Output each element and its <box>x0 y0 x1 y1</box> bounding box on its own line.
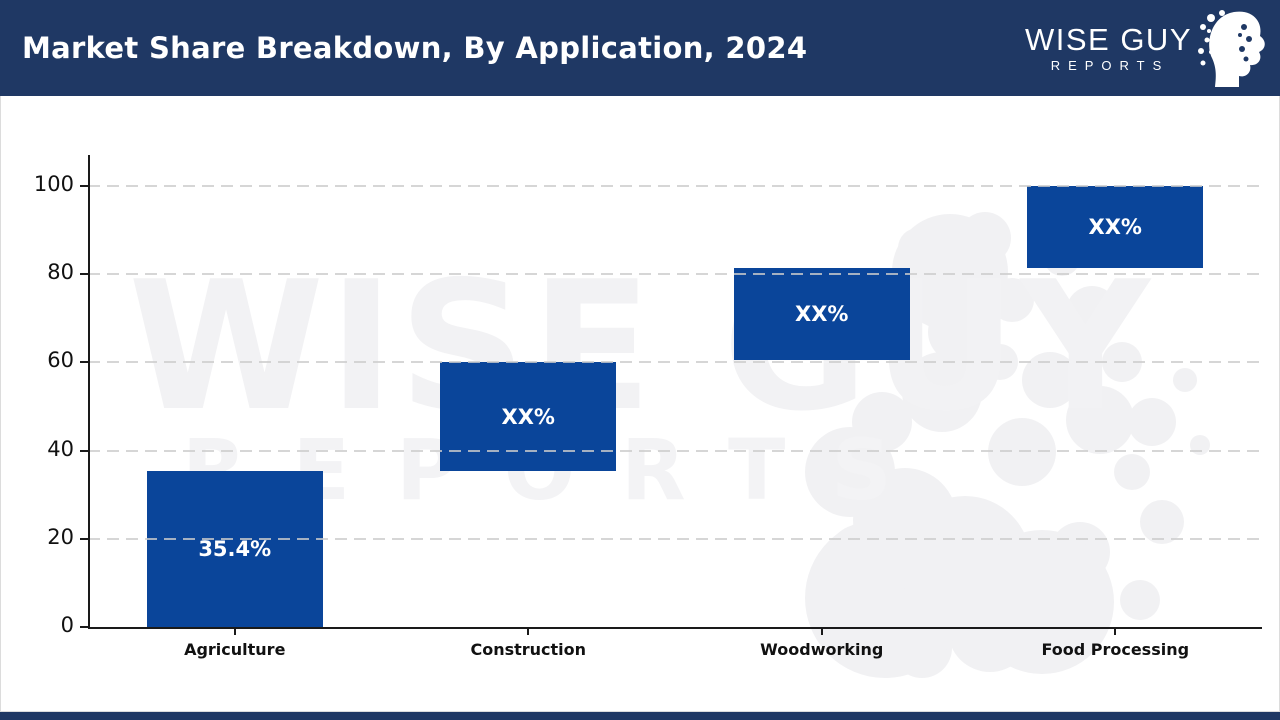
brand-face-icon <box>1198 10 1265 87</box>
y-axis-tick-100 <box>80 185 88 187</box>
y-axis-tick-0 <box>80 626 88 628</box>
gridline-100 <box>88 185 1262 187</box>
y-axis-tick-label-60: 60 <box>47 348 74 373</box>
bar-value-label-agriculture: 35.4% <box>198 536 272 561</box>
y-axis-tick-label-20: 20 <box>47 524 74 549</box>
y-axis-tick-label-40: 40 <box>47 436 74 461</box>
y-axis-tick-20 <box>80 537 88 540</box>
x-axis-tick-agriculture <box>233 627 236 635</box>
brand-logo-text: WISE GUY REPORTS <box>1025 24 1192 73</box>
y-axis-line <box>88 155 90 629</box>
x-axis-tick-woodworking <box>820 627 823 635</box>
y-axis-tick-80 <box>80 273 88 276</box>
bar-construction: XX% <box>440 362 617 471</box>
gridline-60 <box>88 361 1262 364</box>
category-label-agriculture: Agriculture <box>184 640 286 659</box>
gridline-40 <box>88 449 1262 452</box>
y-axis-tick-60 <box>80 361 88 364</box>
category-label-construction: Construction <box>470 640 587 659</box>
x-axis-tick-food-processing <box>1114 627 1117 635</box>
bar-food-processing: XX% <box>1027 186 1204 268</box>
brand-logo: WISE GUY REPORTS <box>1025 7 1280 89</box>
brand-logo-name: WISE GUY <box>1024 21 1192 57</box>
gridline-20 <box>88 537 1262 540</box>
x-axis-line <box>88 627 1262 629</box>
y-axis-tick-40 <box>80 449 88 452</box>
bar-agriculture: 35.4% <box>146 470 323 627</box>
header-bar: Market Share Breakdown, By Application, … <box>0 0 1280 96</box>
category-label-food-processing: Food Processing <box>1041 640 1190 659</box>
category-label-woodworking: Woodworking <box>760 640 884 659</box>
y-axis-tick-label-0: 0 <box>60 613 74 637</box>
bar-value-label-food-processing: XX% <box>1088 214 1142 239</box>
brand-logo-subtitle: REPORTS <box>1050 57 1170 73</box>
page-title: Market Share Breakdown, By Application, … <box>22 31 808 65</box>
footer-bar <box>0 712 1280 720</box>
watermark-text-line1: WISE GUY <box>128 243 1154 450</box>
bar-woodworking: XX% <box>733 267 910 361</box>
gridline-80 <box>88 273 1262 276</box>
x-axis-tick-construction <box>527 627 530 635</box>
bar-value-label-construction: XX% <box>501 404 555 429</box>
bar-value-label-woodworking: XX% <box>795 301 849 326</box>
y-axis-tick-label-80: 80 <box>47 260 74 285</box>
y-axis-tick-label-100: 100 <box>33 172 74 196</box>
